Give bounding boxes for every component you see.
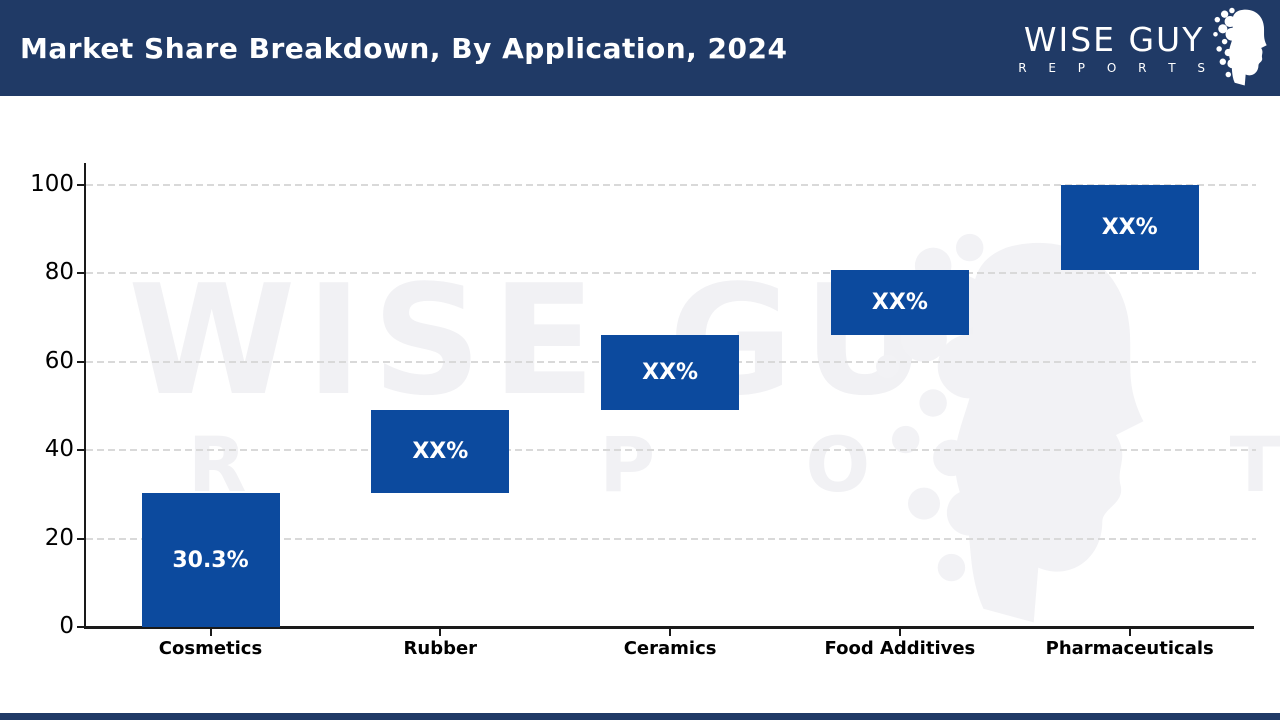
bar-value-label: 30.3%: [172, 547, 249, 573]
dotted-face-profile-icon: [1213, 7, 1267, 86]
x-tick-mark-2: [669, 629, 672, 636]
footer-accent-bar: [0, 713, 1280, 720]
bar-segment-cosmetics: 30.3%: [141, 493, 280, 627]
x-tick-mark-0: [209, 629, 212, 636]
y-tick-label-60: 60: [44, 347, 74, 374]
bar-segment-pharmaceuticals: XX%: [1060, 185, 1199, 271]
gridline-80: [86, 272, 1256, 275]
x-tick-mark-4: [1128, 629, 1131, 636]
bar-value-label: XX%: [642, 360, 699, 386]
x-category-label-4: Pharmaceuticals: [1045, 638, 1214, 659]
bar-segment-food-additives: XX%: [830, 270, 969, 336]
x-axis-line: [84, 626, 1254, 629]
bar-segment-ceramics: XX%: [601, 335, 740, 411]
x-tick-mark-3: [898, 629, 901, 636]
header-bar: Market Share Breakdown, By Application, …: [0, 0, 1280, 96]
y-tick-mark-40: [77, 449, 84, 452]
logo-tagline-text: R E P O R T S: [1018, 60, 1214, 75]
y-tick-label-100: 100: [30, 171, 74, 197]
y-tick-label-0: 0: [59, 613, 74, 639]
gridline-100: [86, 184, 1256, 186]
page-title: Market Share Breakdown, By Application, …: [20, 31, 788, 65]
y-axis-line: [84, 163, 86, 628]
y-tick-mark-100: [77, 184, 84, 186]
x-category-label-1: Rubber: [403, 638, 478, 659]
y-tick-label-40: 40: [44, 436, 74, 463]
bar-segment-rubber: XX%: [371, 410, 510, 494]
bar-value-label: XX%: [412, 439, 469, 465]
y-tick-mark-60: [77, 360, 84, 363]
y-tick-label-80: 80: [44, 259, 74, 286]
y-tick-label-20: 20: [44, 524, 74, 551]
x-category-label-3: Food Additives: [824, 638, 976, 659]
y-tick-mark-0: [77, 626, 84, 628]
x-category-label-2: Ceramics: [623, 638, 717, 659]
bar-value-label: XX%: [871, 290, 928, 316]
wise-guy-reports-logo: WISE GUY R E P O R T S: [1014, 0, 1274, 96]
x-tick-mark-1: [439, 629, 442, 636]
x-category-label-0: Cosmetics: [158, 638, 263, 659]
y-tick-mark-80: [77, 272, 84, 275]
y-tick-mark-20: [77, 537, 84, 540]
bar-value-label: XX%: [1101, 215, 1158, 241]
logo-name-text: WISE GUY: [1023, 19, 1205, 59]
gridline-20: [86, 537, 1256, 540]
gridline-40: [86, 449, 1256, 452]
